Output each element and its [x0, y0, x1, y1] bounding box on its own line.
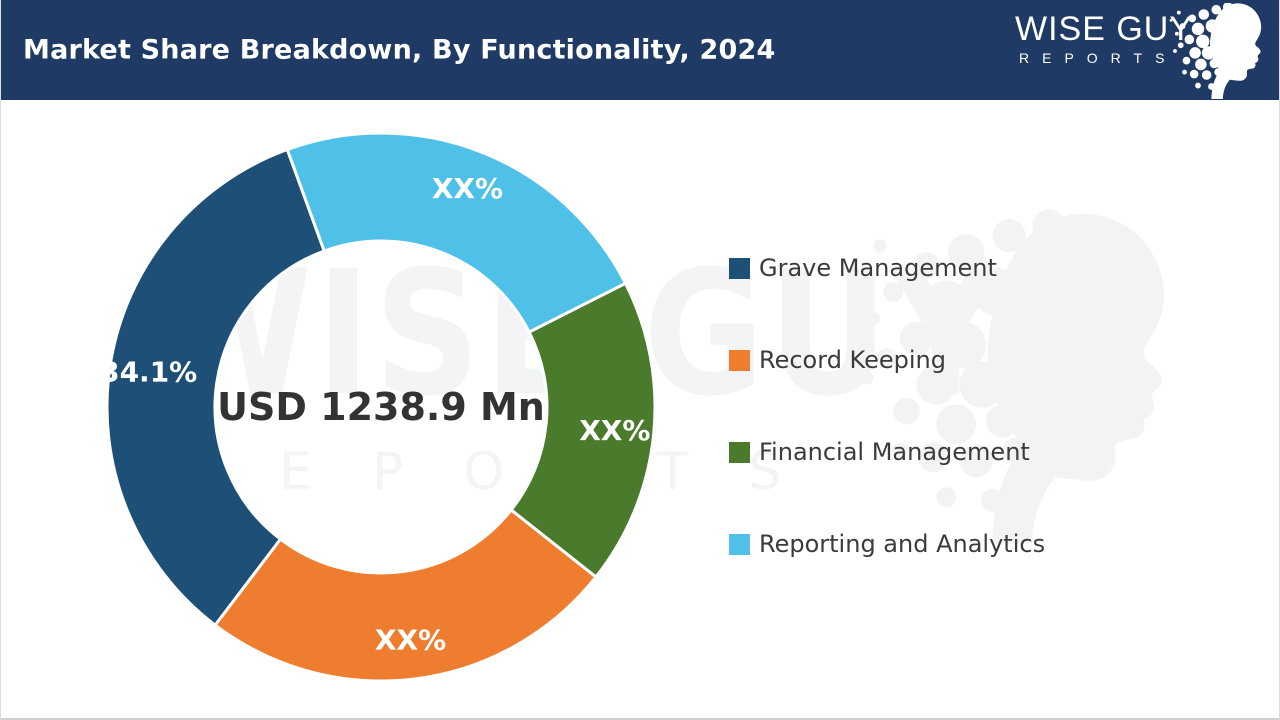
page-title: Market Share Breakdown, By Functionality… — [23, 34, 776, 66]
donut-segment-financial-management — [509, 281, 657, 579]
wise-guy-logo: WISE GUY REPORTS — [1009, 2, 1277, 99]
donut-segment-reporting-and-analytics — [285, 131, 627, 334]
legend-label: Reporting and Analytics — [759, 530, 1046, 558]
legend-item-reporting-and-analytics: Reporting and Analytics — [729, 498, 1045, 590]
logo-head-icon — [1169, 3, 1262, 99]
header-bar: Market Share Breakdown, By Functionality… — [1, 0, 1279, 100]
donut-segment-grave-management — [105, 148, 326, 627]
logo-text: WISE GUY REPORTS — [1015, 10, 1194, 66]
donut-chart: 34.1% XX% XX% XX% — [104, 131, 657, 683]
chart-legend: Grave Management Record Keeping Financial … — [729, 222, 1045, 590]
legend-swatch — [729, 441, 750, 463]
logo-wordmark: WISE GUY — [1015, 10, 1194, 48]
legend-label: Record Keeping — [759, 346, 946, 374]
legend-swatch — [729, 533, 750, 555]
legend-label: Grave Management — [759, 254, 997, 282]
donut-segment-record-keeping — [213, 508, 598, 683]
watermark-reports-text: REPORTS — [183, 442, 842, 502]
segment-value-label: XX% — [579, 414, 650, 447]
legend-item-grave-management: Grave Management — [729, 222, 1045, 314]
legend-swatch — [729, 257, 750, 279]
logo-subtitle: REPORTS — [1019, 49, 1178, 66]
segment-value-label: 34.1% — [104, 355, 197, 388]
legend-item-financial-management: Financial Management — [729, 406, 1045, 498]
segment-value-label: XX% — [432, 172, 503, 205]
legend-label: Financial Management — [759, 438, 1030, 466]
legend-item-record-keeping: Record Keeping — [729, 314, 1045, 406]
segment-value-label: XX% — [375, 624, 446, 657]
legend-swatch — [729, 349, 750, 371]
chart-center-value: USD 1238.9 Mn — [217, 385, 545, 429]
